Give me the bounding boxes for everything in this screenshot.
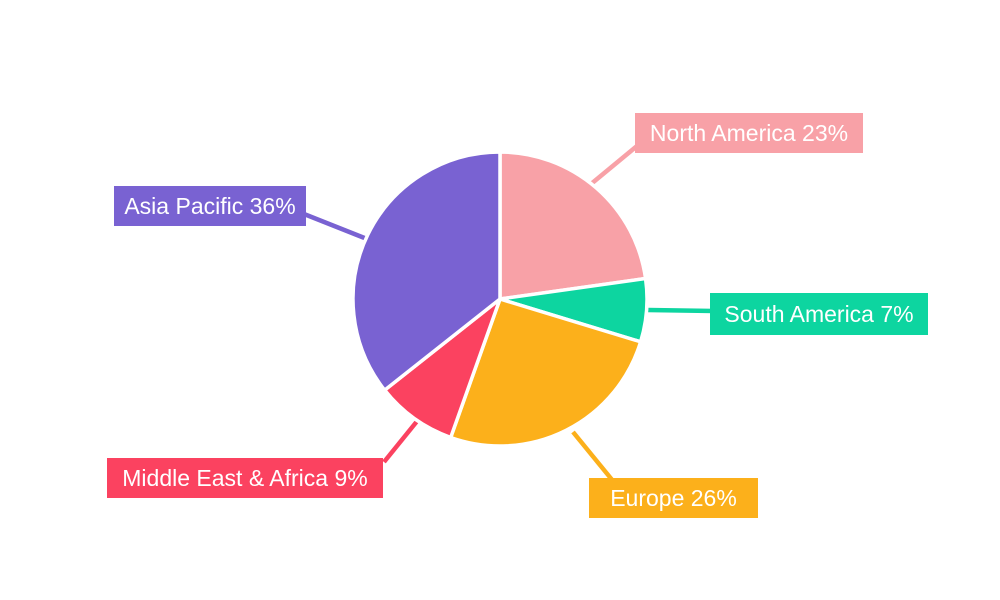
leader-line-middle-east-africa: [382, 418, 420, 464]
leader-line-asia-pacific: [303, 211, 368, 242]
slice-label-middle-east-africa: Middle East & Africa 9%: [107, 458, 383, 498]
leader-line-north-america: [589, 139, 645, 186]
leader-line-south-america: [647, 307, 715, 314]
pie-slices: [351, 150, 649, 448]
leader-lines: [303, 139, 715, 483]
slice-label-europe: Europe 26%: [589, 478, 758, 518]
pie-slice-north-america[interactable]: [498, 150, 648, 301]
pie-slice-asia-pacific[interactable]: [351, 150, 502, 392]
slice-label-asia-pacific: Asia Pacific 36%: [114, 186, 306, 226]
slice-label-north-america: North America 23%: [635, 113, 863, 153]
pie-slice-europe[interactable]: [448, 297, 643, 448]
leader-line-europe: [571, 430, 615, 483]
slice-label-south-america: South America 7%: [710, 293, 928, 335]
